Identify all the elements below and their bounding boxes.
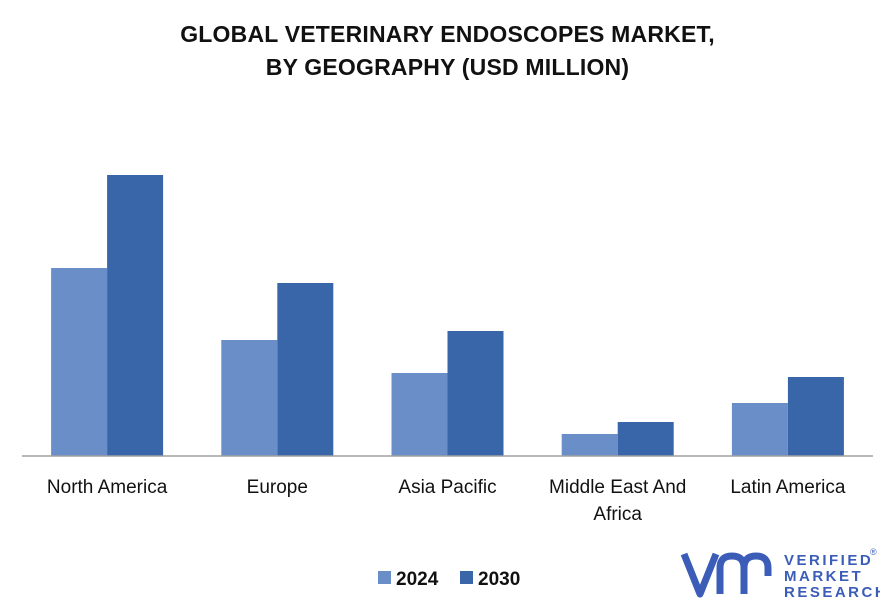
- bar-2024-north-america: [51, 268, 108, 456]
- category-label-1-line-0: Europe: [247, 477, 308, 498]
- chart-title: GLOBAL VETERINARY ENDOSCOPES MARKET, BY …: [0, 18, 895, 84]
- category-labels: North America Europe Asia Pacific Middle Ea…: [47, 477, 846, 525]
- legend: 2024 2030: [378, 569, 520, 590]
- bar-2030-europe: [277, 283, 334, 456]
- bar-2024-europe: [221, 340, 278, 456]
- category-label-3-line-1: Africa: [593, 504, 642, 525]
- logo-text-market: MARKET: [784, 568, 863, 585]
- legend-swatch-2024: [378, 571, 391, 584]
- legend-swatch-2030: [460, 571, 473, 584]
- vmr-logo-mark-icon: [680, 552, 772, 598]
- category-label-0-line-0: North America: [47, 477, 168, 498]
- logo-text-research: RESEARCH: [784, 584, 880, 601]
- chart-title-line-2: BY GEOGRAPHY (USD MILLION): [265, 54, 630, 80]
- logo-text-verified: VERIFIED: [784, 552, 873, 569]
- bars-group: [51, 175, 844, 456]
- bar-2030-middle-east-and-africa: [617, 422, 674, 456]
- registered-mark: ®: [870, 547, 877, 557]
- bar-2024-middle-east-and-africa: [561, 434, 618, 456]
- legend-label-2030: 2030: [478, 569, 520, 590]
- category-label-2-line-0: Asia Pacific: [398, 477, 496, 498]
- bar-2024-latin-america: [731, 403, 788, 456]
- category-label-3-line-0: Middle East And: [549, 477, 686, 498]
- category-label-4-line-0: Latin America: [730, 477, 846, 498]
- bar-2024-asia-pacific: [391, 373, 448, 456]
- bar-2030-latin-america: [787, 377, 844, 456]
- legend-label-2024: 2024: [396, 569, 439, 590]
- verified-market-research-logo: VERIFIED MARKET RESEARCH ®: [680, 547, 880, 601]
- bar-2030-asia-pacific: [447, 331, 504, 456]
- bar-2030-north-america: [107, 175, 164, 456]
- chart-title-line-1: GLOBAL VETERINARY ENDOSCOPES MARKET,: [180, 21, 715, 47]
